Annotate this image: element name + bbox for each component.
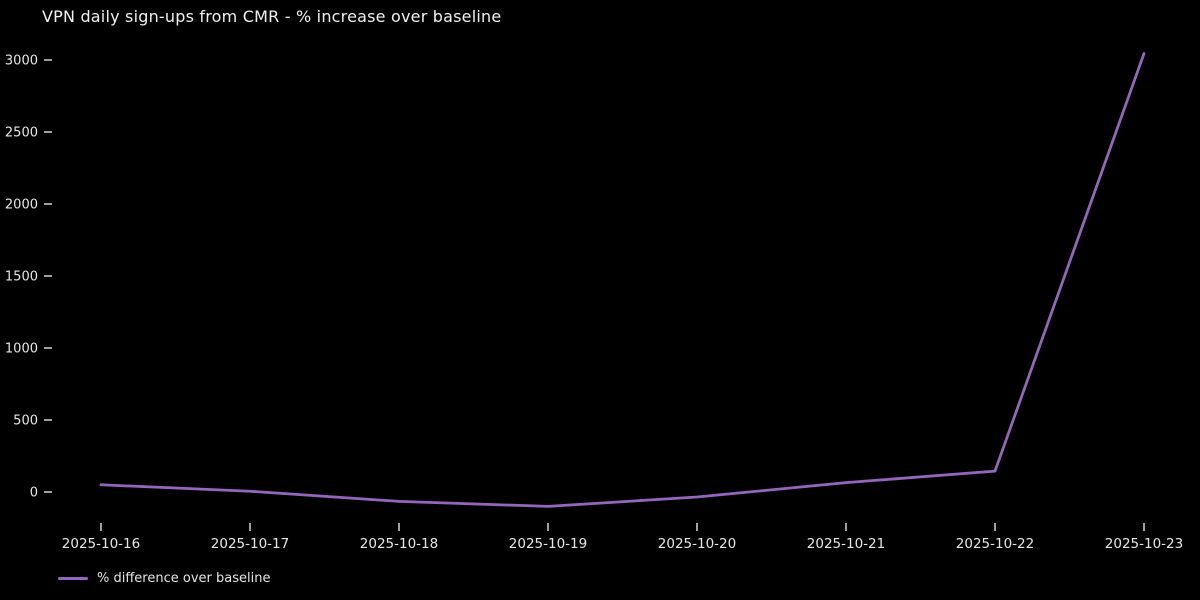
y-tick-label: 3000 (5, 54, 38, 69)
chart-title: VPN daily sign-ups from CMR - % increase… (42, 7, 502, 26)
data-line-percent-difference (99, 52, 1146, 508)
y-tick-label: 1500 (5, 270, 38, 285)
legend-label: % difference over baseline (97, 571, 271, 586)
x-tick-label: 2025-10-20 (658, 536, 736, 552)
x-tick-label: 2025-10-18 (360, 536, 438, 552)
y-tick-label: 1000 (5, 342, 38, 357)
legend: % difference over baseline (58, 571, 270, 586)
y-tick-label: 500 (13, 414, 38, 429)
x-tick-label: 2025-10-23 (1105, 536, 1183, 552)
x-tick-label: 2025-10-22 (956, 536, 1034, 552)
x-tick-label: 2025-10-16 (62, 536, 140, 552)
y-tick-label: 2500 (5, 126, 38, 141)
x-tick-label: 2025-10-21 (807, 536, 885, 552)
y-tick-label: 0 (30, 486, 38, 501)
y-tick-label: 2000 (5, 198, 38, 213)
x-tick-label: 2025-10-17 (211, 536, 289, 552)
legend-line-swatch (58, 577, 88, 580)
x-tick-label: 2025-10-19 (509, 536, 587, 552)
